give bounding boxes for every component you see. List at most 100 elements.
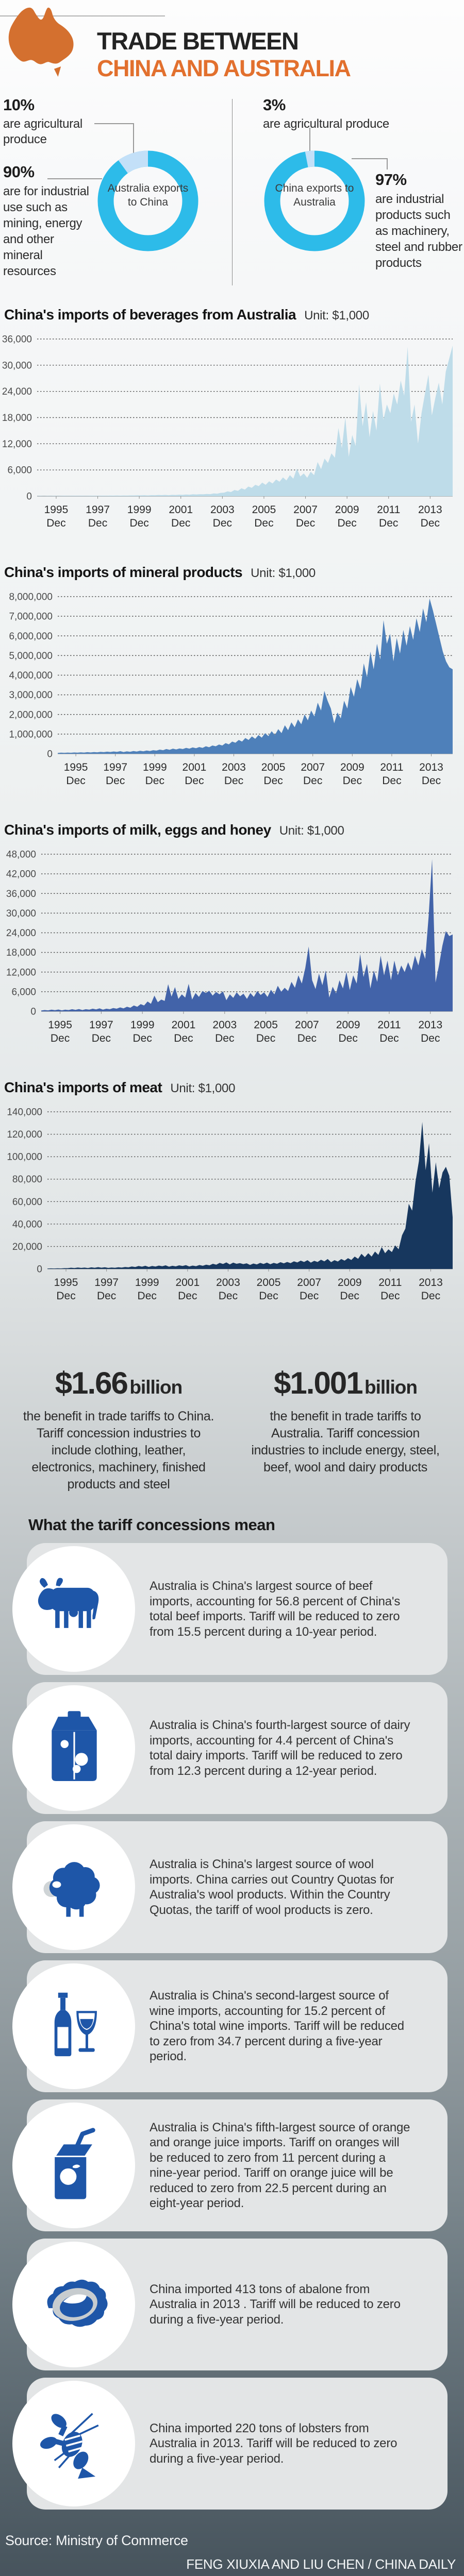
chart-title: China's imports of mineral products xyxy=(4,564,243,580)
svg-text:1997: 1997 xyxy=(94,1277,119,1289)
donut-center-label: Australia exports to China xyxy=(107,182,189,208)
concession-card-abalone: China imported 413 tons of abalone from … xyxy=(12,2239,448,2370)
stat-desc: the benefit in trade tariffs to Australi… xyxy=(251,1409,440,1475)
svg-text:1,000,000: 1,000,000 xyxy=(9,729,53,740)
svg-text:140,000: 140,000 xyxy=(7,1107,42,1118)
svg-text:1995: 1995 xyxy=(64,761,88,773)
svg-text:2003: 2003 xyxy=(216,1277,240,1289)
svg-text:Dec: Dec xyxy=(145,775,164,787)
page-title-line2: CHINA AND AUSTRALIA xyxy=(97,55,351,81)
svg-text:5,000,000: 5,000,000 xyxy=(9,651,53,662)
right-agri-desc: are agricultural produce xyxy=(263,117,389,131)
orange-juice-icon xyxy=(55,2128,95,2199)
chart-unit-label: Unit: $1,000 xyxy=(279,824,344,838)
svg-text:Dec: Dec xyxy=(303,775,322,787)
svg-text:Dec: Dec xyxy=(51,1032,70,1044)
svg-text:6,000,000: 6,000,000 xyxy=(9,631,53,642)
concession-text: Australia is China's second-largest sour… xyxy=(150,1989,404,2064)
stat-value: $1.66 xyxy=(55,1366,128,1400)
svg-text:60,000: 60,000 xyxy=(12,1197,42,1208)
svg-text:Dec: Dec xyxy=(66,775,85,787)
cow-icon xyxy=(38,1578,99,1628)
concession-card-orange-juice: Australia is China's fifth-largest sourc… xyxy=(12,2099,448,2231)
svg-text:Dec: Dec xyxy=(300,1290,319,1302)
right-industrial-desc: are industrial products such as machiner… xyxy=(375,192,462,270)
svg-text:Dec: Dec xyxy=(224,775,243,787)
svg-text:36,000: 36,000 xyxy=(2,334,32,345)
svg-text:Dec: Dec xyxy=(338,1032,357,1044)
icon-ellipse xyxy=(12,1963,135,2089)
svg-text:2001: 2001 xyxy=(169,504,193,516)
svg-text:2003: 2003 xyxy=(212,1019,237,1031)
svg-text:42,000: 42,000 xyxy=(6,869,36,880)
left-industrial-desc: are for industrial use such as mining, e… xyxy=(3,184,89,278)
svg-text:1997: 1997 xyxy=(103,761,127,773)
svg-text:36,000: 36,000 xyxy=(6,889,36,900)
svg-text:Dec: Dec xyxy=(297,1032,317,1044)
svg-text:Dec: Dec xyxy=(343,775,362,787)
svg-text:Dec: Dec xyxy=(421,1290,440,1302)
svg-text:8,000,000: 8,000,000 xyxy=(9,592,53,603)
abalone-icon xyxy=(47,2279,108,2327)
donut-chart-china-exports xyxy=(264,150,365,251)
concession-card-beef: Australia is China's largest source of b… xyxy=(12,1543,448,1675)
stat-desc: the benefit in trade tariffs to China. T… xyxy=(23,1409,214,1492)
donut-center-label: China exports to Australia xyxy=(275,182,354,208)
svg-text:2013: 2013 xyxy=(418,1019,442,1031)
svg-text:1997: 1997 xyxy=(86,504,110,516)
wine-icon xyxy=(54,1992,97,2057)
stat-value: $1.001 xyxy=(274,1366,363,1400)
right-industrial-pct: 97% xyxy=(375,171,407,189)
svg-text:1995: 1995 xyxy=(48,1019,72,1031)
svg-text:2009: 2009 xyxy=(336,1019,360,1031)
svg-text:Dec: Dec xyxy=(296,517,315,529)
svg-text:Dec: Dec xyxy=(185,775,204,787)
callout-line xyxy=(94,123,134,124)
svg-text:2007: 2007 xyxy=(297,1277,321,1289)
svg-text:2005: 2005 xyxy=(254,1019,278,1031)
svg-text:0: 0 xyxy=(26,492,32,502)
svg-text:1997: 1997 xyxy=(89,1019,113,1031)
svg-text:30,000: 30,000 xyxy=(2,360,32,371)
area-chart-meat: 0 20,000 40,000 60,000 80,000 100,000 120,000 1… xyxy=(7,1107,453,1302)
svg-text:1995: 1995 xyxy=(54,1277,78,1289)
svg-text:2013: 2013 xyxy=(419,1277,443,1289)
chart-section-minerals: China's imports of mineral products Unit:… xyxy=(0,549,464,806)
svg-text:Dec: Dec xyxy=(259,1290,278,1302)
chart-section-beverages: China's imports of beverages from Austra… xyxy=(0,291,464,549)
left-agri-desc: are agricultural produce xyxy=(3,117,82,146)
svg-text:2013: 2013 xyxy=(418,504,442,516)
svg-text:Dec: Dec xyxy=(219,1290,238,1302)
right-agri-pct: 3% xyxy=(263,96,286,114)
svg-text:2011: 2011 xyxy=(377,1019,401,1031)
svg-text:2003: 2003 xyxy=(210,504,235,516)
stat-australia-benefit: $1.001 billion the benefit in trade tari… xyxy=(237,1365,454,1476)
svg-text:120,000: 120,000 xyxy=(7,1129,42,1140)
concession-text: Australia is China's largest source of w… xyxy=(150,1857,394,1917)
svg-text:20,000: 20,000 xyxy=(12,1242,42,1252)
svg-text:4,000,000: 4,000,000 xyxy=(9,670,53,681)
concession-text: China imported 220 tons of lobsters from… xyxy=(150,2421,397,2466)
concession-card-lobster: China imported 220 tons of lobsters from… xyxy=(12,2378,448,2510)
svg-text:100,000: 100,000 xyxy=(7,1152,42,1163)
svg-text:0: 0 xyxy=(37,1264,42,1275)
source-note: Source: Ministry of Commerce xyxy=(5,2533,188,2548)
left-industrial-pct: 90% xyxy=(3,163,35,181)
concession-card-dairy: Australia is China's fourth-largest sour… xyxy=(12,1682,448,1814)
area-chart-minerals: 0 1,000,000 2,000,000 3,000,000 4,000,000 5,0… xyxy=(9,592,453,787)
svg-text:80,000: 80,000 xyxy=(12,1174,42,1185)
svg-text:Dec: Dec xyxy=(379,517,398,529)
stat-unit: billion xyxy=(364,1377,418,1398)
svg-text:24,000: 24,000 xyxy=(2,386,32,397)
header-rule xyxy=(0,15,165,16)
svg-text:1999: 1999 xyxy=(130,1019,155,1031)
left-agri-pct: 10% xyxy=(3,96,35,114)
callout-line xyxy=(47,178,102,179)
chart-title: China's imports of beverages from Austra… xyxy=(4,307,296,323)
svg-text:2001: 2001 xyxy=(172,1019,196,1031)
concession-text: Australia is China's fourth-largest sour… xyxy=(150,1718,410,1778)
concession-text: China imported 413 tons of abalone from … xyxy=(150,2282,401,2327)
callout-line xyxy=(352,158,387,159)
concession-card-wine: Australia is China's second-largest sour… xyxy=(12,1960,448,2092)
